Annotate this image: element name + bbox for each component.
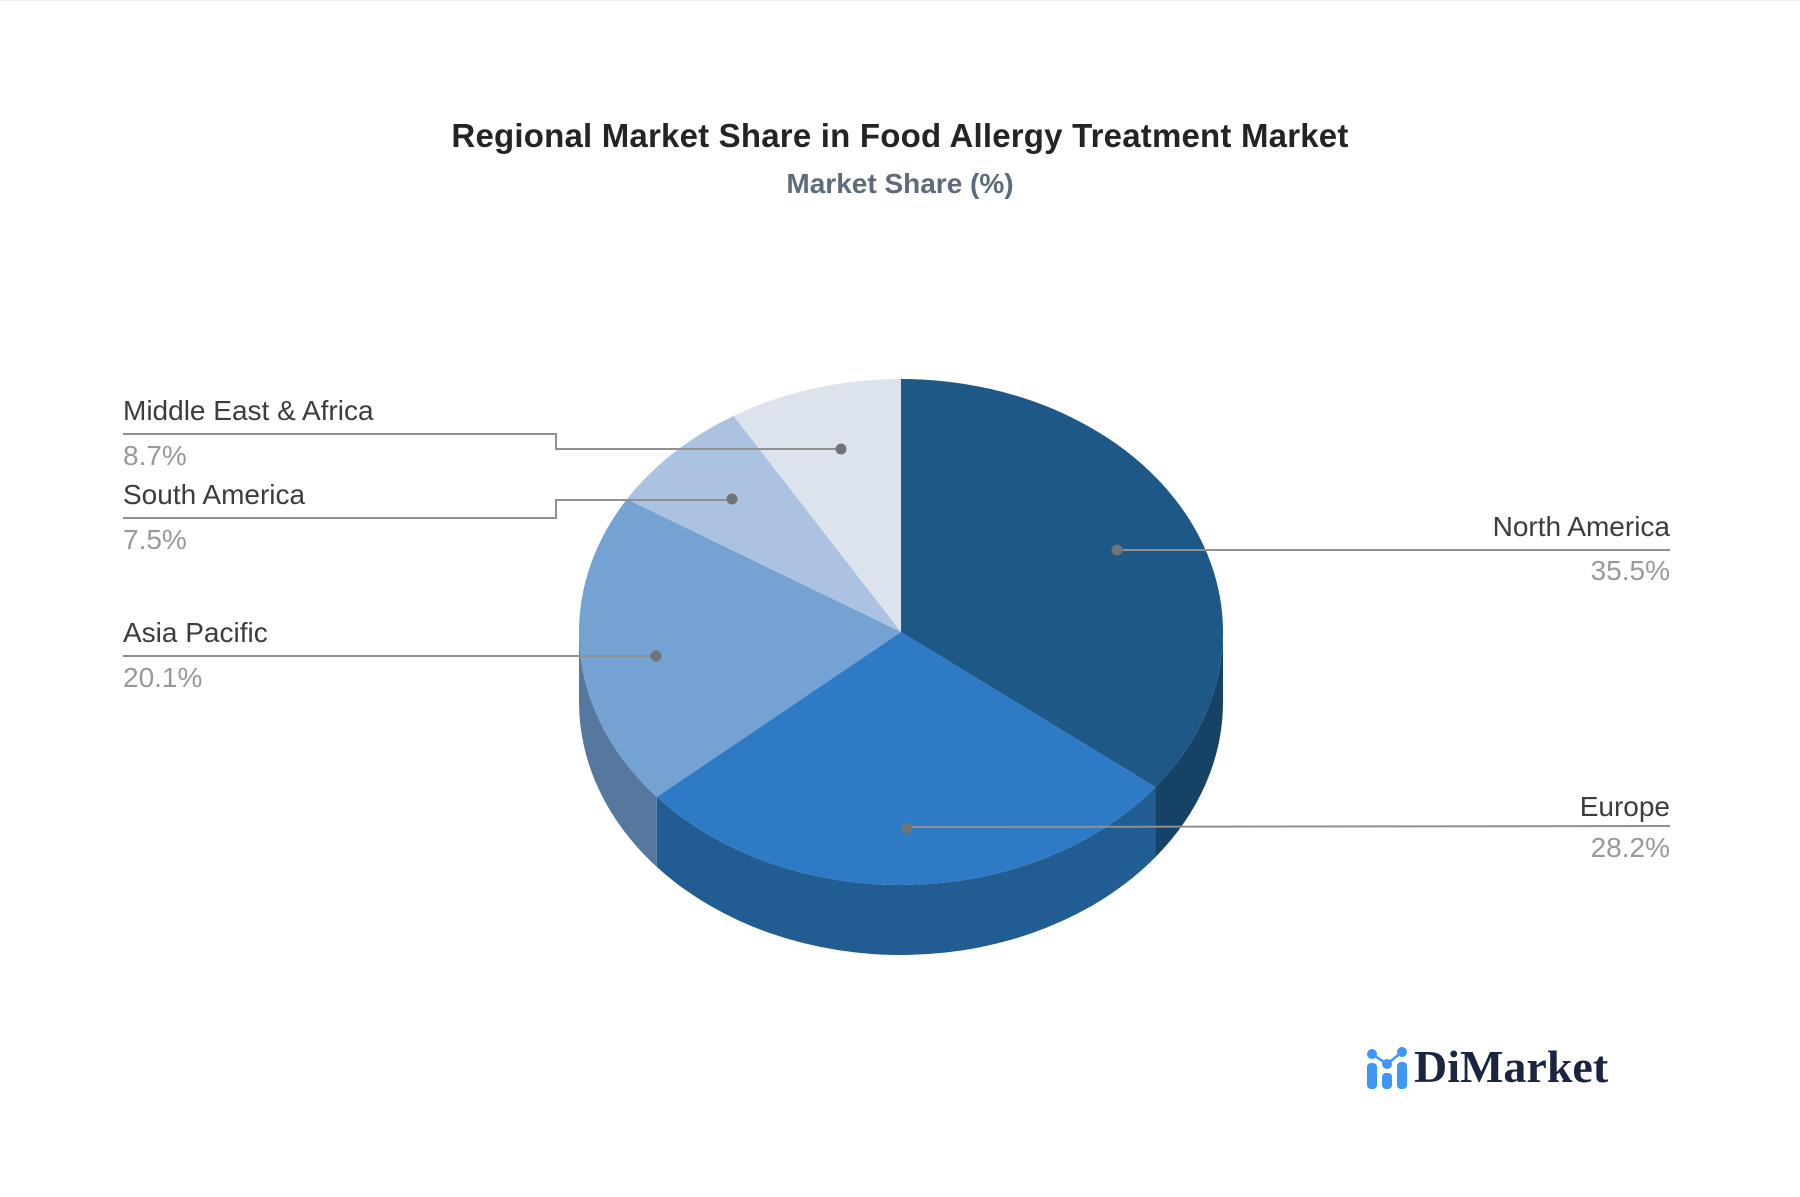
callout-value-south-america: 7.5% [123, 524, 187, 555]
leader-dot-north-america [1111, 544, 1123, 556]
leader-line-south-america [123, 499, 732, 519]
callout-value-europe: 28.2% [1590, 832, 1670, 863]
brand-name: DiMarket [1414, 1041, 1609, 1092]
leader-dot-asia-pacific [650, 650, 662, 662]
pie-slice-south-america[interactable] [626, 415, 901, 632]
pie-slice-europe[interactable] [656, 632, 1156, 885]
bar-chart-logo-icon [1367, 1047, 1407, 1089]
pie-slice-asia-pacific[interactable] [579, 499, 901, 797]
pie-slice-north-america[interactable] [901, 379, 1224, 788]
chart-subtitle: Market Share (%) [786, 168, 1014, 199]
leader-dot-middle-east-africa [835, 443, 847, 455]
callout-label-south-america: South America [123, 479, 306, 510]
pie-slice-side-europe [656, 787, 1156, 955]
callout-label-middle-east-africa: Middle East & Africa [123, 395, 374, 426]
callout-label-asia-pacific: Asia Pacific [123, 617, 268, 648]
pie-slice-side-north-america [1155, 632, 1224, 858]
chart-title: Regional Market Share in Food Allergy Tr… [451, 117, 1349, 154]
leader-line-europe [906, 825, 1671, 828]
callout-value-middle-east-africa: 8.7% [123, 440, 187, 471]
brand-logo: DiMarket [1414, 1043, 1608, 1095]
callout-value-north-america: 35.5% [1590, 555, 1670, 586]
pie-slice-middle-east-africa[interactable] [733, 379, 901, 632]
leader-dot-europe [901, 822, 913, 834]
leader-dot-south-america [726, 493, 738, 505]
pie-slice-side-asia-pacific [579, 632, 657, 867]
callout-value-asia-pacific: 20.1% [123, 662, 203, 693]
callout-label-north-america: North America [1492, 511, 1670, 542]
callout-label-europe: Europe [1579, 791, 1670, 822]
leader-line-middle-east-africa [123, 433, 841, 450]
